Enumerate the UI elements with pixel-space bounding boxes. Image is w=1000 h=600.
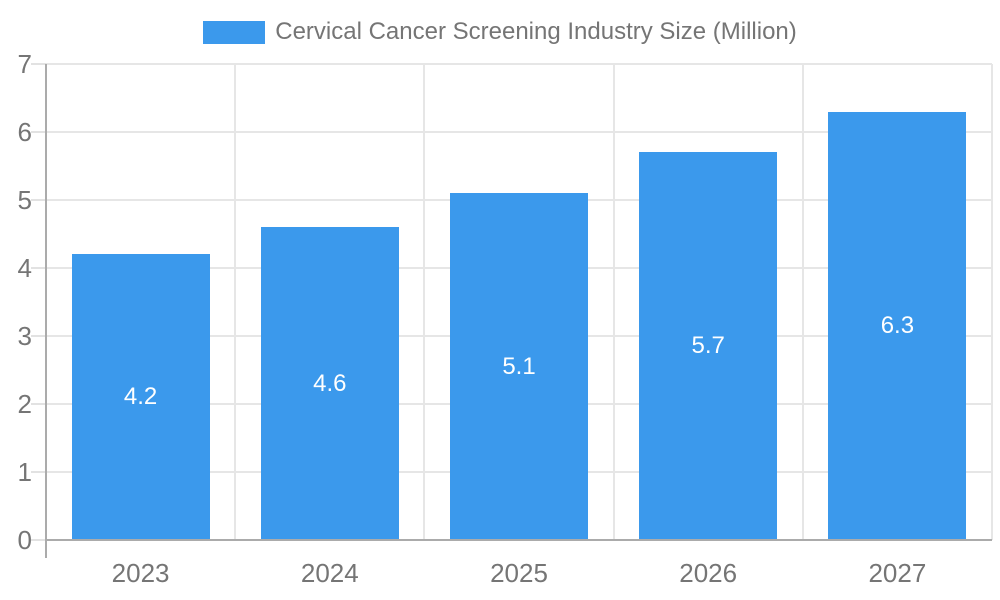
bar[interactable] bbox=[260, 227, 399, 540]
x-axis-baseline bbox=[45, 539, 992, 541]
chart-legend: Cervical Cancer Screening Industry Size … bbox=[0, 18, 1000, 46]
gridline-vertical bbox=[423, 64, 426, 540]
y-axis-label: 0 bbox=[17, 525, 32, 555]
gridline-horizontal bbox=[46, 63, 992, 65]
y-axis-tick bbox=[31, 267, 46, 269]
y-axis-tick bbox=[31, 539, 46, 541]
bar-value-label: 6.3 bbox=[880, 311, 915, 339]
legend-swatch bbox=[203, 20, 266, 44]
bar[interactable] bbox=[71, 254, 210, 540]
legend-label: Cervical Cancer Screening Industry Size … bbox=[275, 18, 797, 45]
x-axis-label: 2026 bbox=[679, 558, 738, 588]
y-axis-line bbox=[45, 64, 47, 558]
bar-value-label: 5.7 bbox=[691, 332, 725, 360]
y-axis-label: 1 bbox=[17, 457, 32, 487]
y-axis-tick bbox=[31, 199, 46, 201]
x-axis-label: 2024 bbox=[300, 558, 359, 588]
bar-value-label: 5.1 bbox=[502, 352, 536, 380]
y-axis-tick bbox=[31, 63, 46, 65]
x-axis-label: 2023 bbox=[111, 558, 170, 588]
y-axis-label: 6 bbox=[17, 117, 32, 147]
y-axis-label: 7 bbox=[17, 49, 32, 79]
plot-area: 4.2 2023 4.6 2024 5.1 2025 5.7 2026 6.3 2027 bbox=[46, 63, 993, 588]
x-axis-label: 2027 bbox=[868, 558, 927, 588]
y-axis-tick bbox=[31, 131, 46, 133]
bar[interactable] bbox=[828, 111, 967, 540]
gridline-vertical bbox=[612, 64, 615, 540]
bar-value-label: 4.6 bbox=[313, 369, 347, 397]
y-axis-label: 3 bbox=[17, 321, 32, 351]
bar[interactable] bbox=[450, 193, 588, 540]
gridline-vertical bbox=[991, 64, 993, 540]
x-axis-label: 2025 bbox=[490, 558, 548, 588]
gridline-vertical bbox=[801, 64, 804, 540]
gridline-horizontal bbox=[46, 131, 992, 133]
gridline-vertical bbox=[234, 64, 237, 540]
y-axis-label: 4 bbox=[17, 253, 32, 283]
bar-value-label: 4.2 bbox=[123, 383, 158, 411]
y-axis-tick bbox=[31, 335, 46, 337]
y-axis-label: 5 bbox=[17, 185, 32, 215]
y-axis-label: 2 bbox=[17, 389, 32, 419]
y-axis-tick bbox=[31, 403, 46, 405]
y-axis-tick bbox=[31, 471, 46, 473]
bar[interactable] bbox=[639, 152, 778, 540]
